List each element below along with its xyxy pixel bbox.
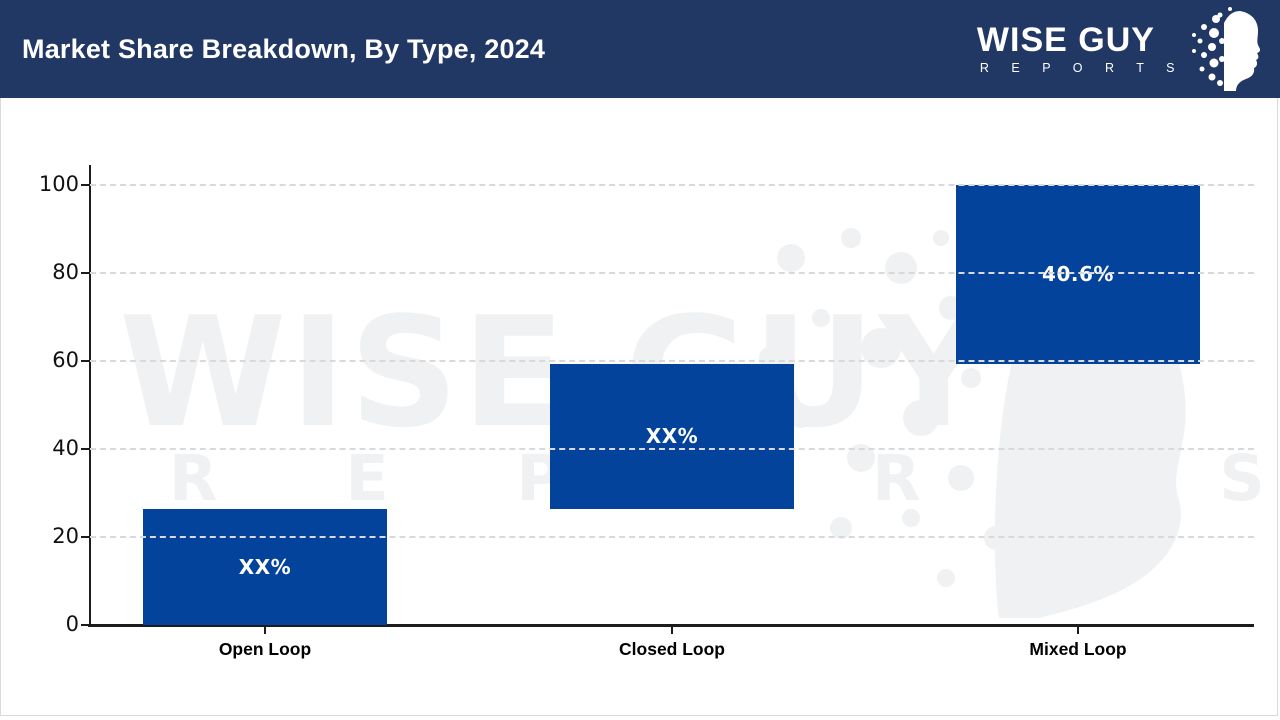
logo-text: WISE GUY R E P O R T S	[976, 21, 1184, 75]
bar-value-label: XX%	[645, 424, 699, 449]
bar-closed-loop: XX%	[550, 363, 794, 509]
gridline-40	[90, 448, 1254, 450]
plot: XX% XX% 40.6% 0 20 40 60 80 100 Open Loop Closed L…	[1, 98, 1277, 715]
y-tick-label: 80	[52, 260, 79, 284]
logo-subtext: R E P O R T S	[979, 60, 1184, 75]
chart-area: WISE GUY R E P O R T S XX%XX%40.6%020406…	[0, 98, 1278, 716]
bar-value-label: XX%	[238, 554, 292, 579]
bar-open-loop: XX%	[143, 508, 387, 625]
gridline-100	[90, 184, 1254, 186]
x-tick-label: Closed Loop	[619, 639, 725, 659]
y-tick	[81, 624, 89, 626]
logo-head-icon	[1192, 7, 1261, 91]
bar-mixed-loop: 40.6%	[956, 185, 1200, 364]
y-tick	[81, 184, 89, 186]
x-tick	[671, 627, 673, 634]
bar-value-label: 40.6%	[1042, 262, 1114, 287]
y-tick	[81, 536, 89, 538]
x-tick	[1077, 627, 1079, 634]
gridline-20	[90, 536, 1254, 538]
y-tick-label: 60	[52, 348, 79, 372]
y-tick-label: 20	[52, 524, 79, 548]
y-tick	[81, 272, 89, 274]
y-tick	[81, 360, 89, 362]
gridline-80	[90, 272, 1254, 274]
x-tick	[264, 627, 266, 634]
wise-guy-logo: WISE GUY R E P O R T S	[977, 7, 1266, 91]
x-axis	[88, 624, 1254, 627]
gridline-60	[90, 360, 1254, 362]
y-tick-label: 40	[52, 436, 79, 460]
y-tick-label: 0	[65, 612, 79, 636]
y-tick-label: 100	[38, 172, 79, 196]
header-bar: Market Share Breakdown, By Type, 2024 WI…	[0, 0, 1280, 98]
y-tick	[81, 448, 89, 450]
page-title: Market Share Breakdown, By Type, 2024	[22, 33, 546, 64]
x-tick-label: Open Loop	[218, 639, 312, 659]
x-tick-label: Mixed Loop	[1029, 639, 1127, 659]
logo-wordmark: WISE GUY	[976, 21, 1155, 60]
y-axis	[89, 165, 91, 627]
